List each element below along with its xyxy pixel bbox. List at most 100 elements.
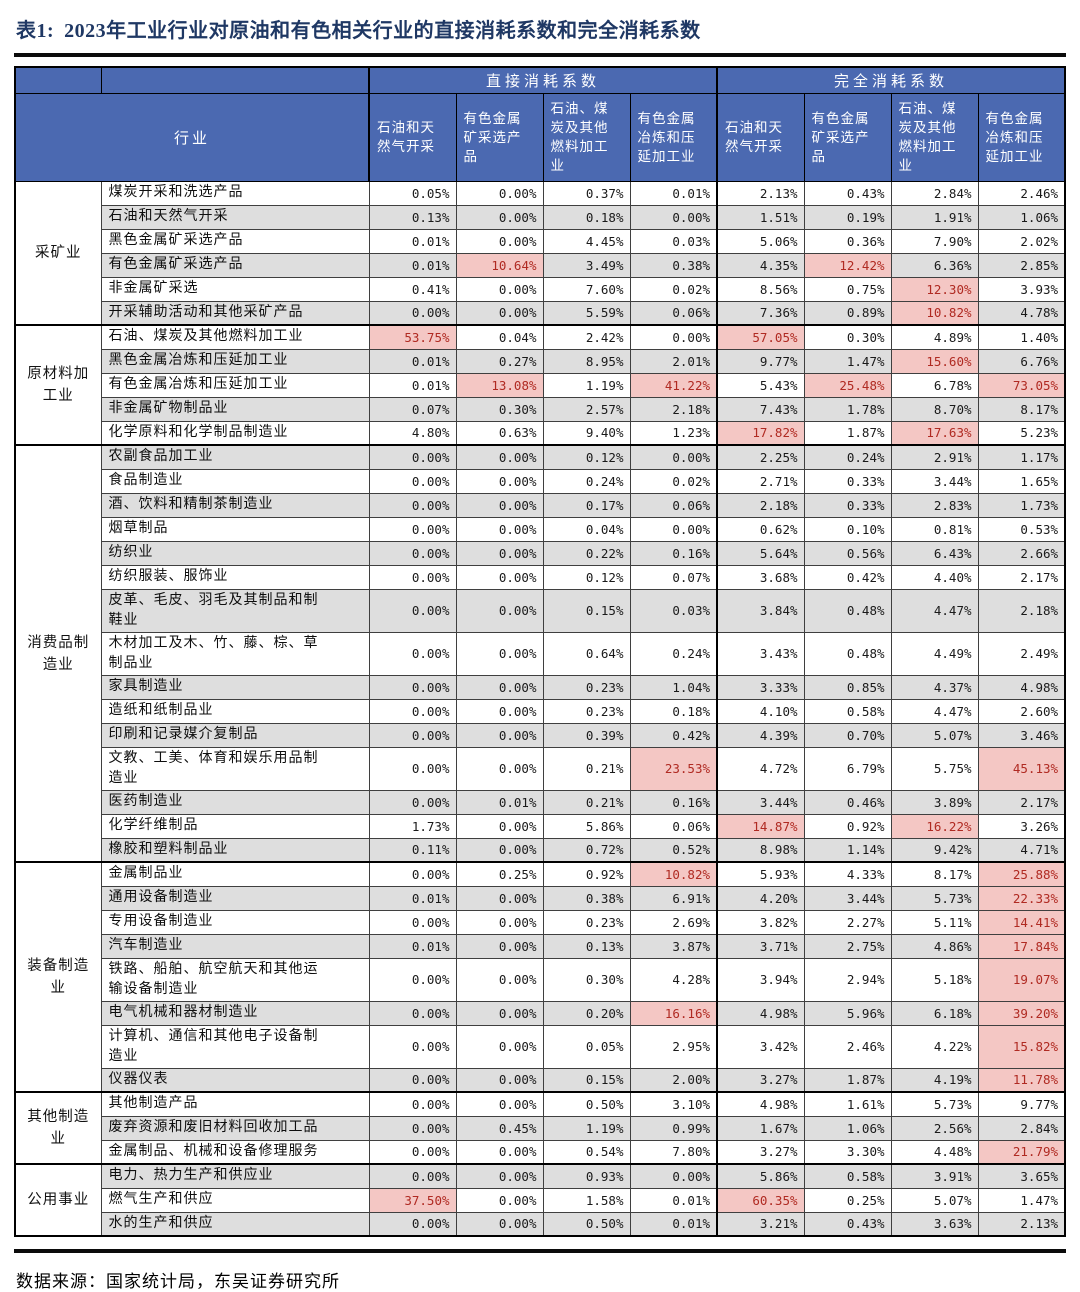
value-cell: 0.03% [629,228,718,254]
value-cell: 5.07% [890,1187,979,1213]
value-cell: 0.24% [629,631,718,676]
value-cell: 0.00% [455,1024,544,1069]
value-cell: 0.92% [803,813,892,839]
value-cell: 0.00% [455,746,544,791]
value-cell: 0.00% [455,492,544,518]
value-cell: 2.49% [977,631,1066,676]
value-cell: 19.07% [977,957,1066,1002]
value-cell: 0.00% [368,1211,457,1237]
value-cell: 1.58% [542,1187,631,1213]
value-cell: 4.71% [977,837,1066,863]
value-cell: 6.78% [890,372,979,398]
value-cell: 2.95% [629,1024,718,1069]
value-cell: 0.00% [455,444,544,470]
column-header-complete-4: 有色金属 冶炼和压 延加工业 [977,92,1066,182]
value-cell: 0.00% [455,1091,544,1117]
value-cell: 0.12% [542,564,631,590]
value-cell: 2.01% [629,348,718,374]
value-cell: 0.30% [803,324,892,350]
value-cell: 53.75% [368,324,457,350]
value-cell: 0.54% [542,1139,631,1165]
value-cell: 8.98% [716,837,805,863]
column-header-direct-1: 石油和天 然气开采 [368,92,457,182]
value-cell: 4.47% [890,698,979,724]
table-row: 专用设备制造业 0.00% 0.00% 0.23% 2.69% 3.82% 2.27% 5.1… [15,909,1066,935]
table-row: 铁路、船舶、航空航天和其他运 输设备制造业 0.00% 0.00% 0.30% 4.28… [15,957,1066,1002]
value-cell: 0.00% [455,674,544,700]
value-cell: 0.00% [629,324,718,350]
value-cell: 5.75% [890,746,979,791]
value-cell: 0.63% [455,420,544,446]
value-cell: 1.47% [977,1187,1066,1213]
value-cell: 17.63% [890,420,979,446]
value-cell: 0.04% [542,516,631,542]
value-cell: 10.82% [890,300,979,326]
value-cell: 0.10% [803,516,892,542]
table-row: 黑色金属矿采选产品 0.01% 0.00% 4.45% 0.03% 5.06% 0.36% 7… [15,228,1066,254]
value-cell: 0.03% [629,588,718,633]
table-row: 废弃资源和废旧材料回收加工品 0.00% 0.45% 1.19% 0.99% 1.67% 1… [15,1115,1066,1141]
table-row: 文教、工美、体育和娱乐用品制 造业 0.00% 0.00% 0.21% 23.53% 4.… [15,746,1066,791]
value-cell: 0.00% [368,722,457,748]
value-cell: 0.00% [455,1139,544,1165]
value-cell: 10.64% [455,252,544,278]
value-cell: 3.44% [803,885,892,911]
value-cell: 0.00% [455,564,544,590]
value-cell: 4.10% [716,698,805,724]
group-cell: 公用事业 [14,1163,102,1237]
value-cell: 3.87% [629,933,718,959]
value-cell: 0.37% [542,180,631,206]
industry-cell: 医药制造业 [100,789,370,815]
value-cell: 0.00% [368,540,457,566]
industry-cell: 食品制造业 [100,468,370,494]
value-cell: 6.79% [803,746,892,791]
value-cell: 5.73% [890,1091,979,1117]
value-cell: 4.35% [716,252,805,278]
value-cell: 21.79% [977,1139,1066,1165]
value-cell: 1.17% [977,444,1066,470]
value-cell: 0.50% [542,1211,631,1237]
value-cell: 3.42% [716,1024,805,1069]
value-cell: 3.21% [716,1211,805,1237]
value-cell: 22.33% [977,885,1066,911]
value-cell: 4.37% [890,674,979,700]
value-cell: 0.05% [368,180,457,206]
value-cell: 0.27% [455,348,544,374]
value-cell: 0.43% [803,180,892,206]
corner-blank-industry-col [100,66,370,94]
group-header-direct: 直接消耗系数 [367,66,718,94]
value-cell: 0.00% [368,698,457,724]
industry-cell: 电气机械和器材制造业 [100,1000,370,1026]
table-row: 家具制造业 0.00% 0.00% 0.23% 1.04% 3.33% 0.85% 4.37%… [15,674,1066,700]
value-cell: 0.92% [542,861,631,887]
value-cell: 0.30% [542,957,631,1002]
value-cell: 7.36% [716,300,805,326]
value-cell: 1.73% [368,813,457,839]
value-cell: 45.13% [977,746,1066,791]
value-cell: 0.00% [455,1000,544,1026]
value-cell: 1.19% [542,1115,631,1141]
value-cell: 73.05% [977,372,1066,398]
value-cell: 0.01% [368,228,457,254]
value-cell: 0.15% [542,588,631,633]
table-row: 采矿业 煤炭开采和洗选产品 0.05% 0.00% 0.37% 0.01% 2.13% 0.4… [14,180,1066,326]
value-cell: 0.38% [629,252,718,278]
industry-cell: 非金属矿物制品业 [100,396,370,422]
value-cell: 0.00% [368,1163,457,1189]
value-cell: 0.81% [890,516,979,542]
table-row: 其他制造 业其他制造产品 0.00% 0.00% 0.50% 3.10% 4.98% 1.6… [14,1091,1066,1165]
value-cell: 0.00% [368,1000,457,1026]
value-cell: 0.01% [455,789,544,815]
value-cell: 0.00% [368,674,457,700]
value-cell: 3.65% [977,1163,1066,1189]
value-cell: 8.56% [716,276,805,302]
table-header: 直接消耗系数 完全消耗系数 行业 石油和天 然气开采 有色金属 矿采选产 品石油、煤 炭… [14,66,1066,182]
value-cell: 0.72% [542,837,631,863]
value-cell: 2.75% [803,933,892,959]
value-cell: 0.42% [803,564,892,590]
table-row: 开采辅助活动和其他采矿产品 0.00% 0.00% 5.59% 0.06% 7.36% 0.… [15,300,1066,326]
industry-cell: 其他制造产品 [100,1091,370,1117]
value-cell: 0.00% [368,746,457,791]
table-row: 原材料加 工业 石油、煤炭及其他燃料加工业 53.75% 0.04% 2.42% 0.00… [14,324,1066,446]
